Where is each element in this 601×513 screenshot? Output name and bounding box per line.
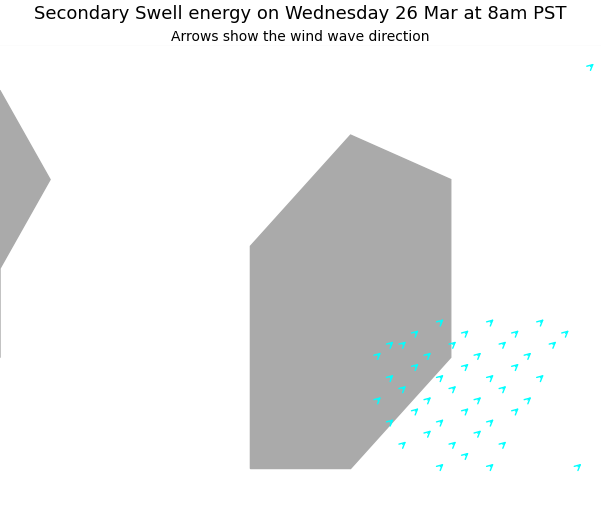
Text: Arrows show the wind wave direction: Arrows show the wind wave direction	[171, 30, 430, 44]
Text: Secondary Swell energy on Wednesday 26 Mar at 8am PST: Secondary Swell energy on Wednesday 26 M…	[34, 5, 567, 23]
Polygon shape	[0, 68, 50, 358]
Polygon shape	[251, 135, 451, 468]
